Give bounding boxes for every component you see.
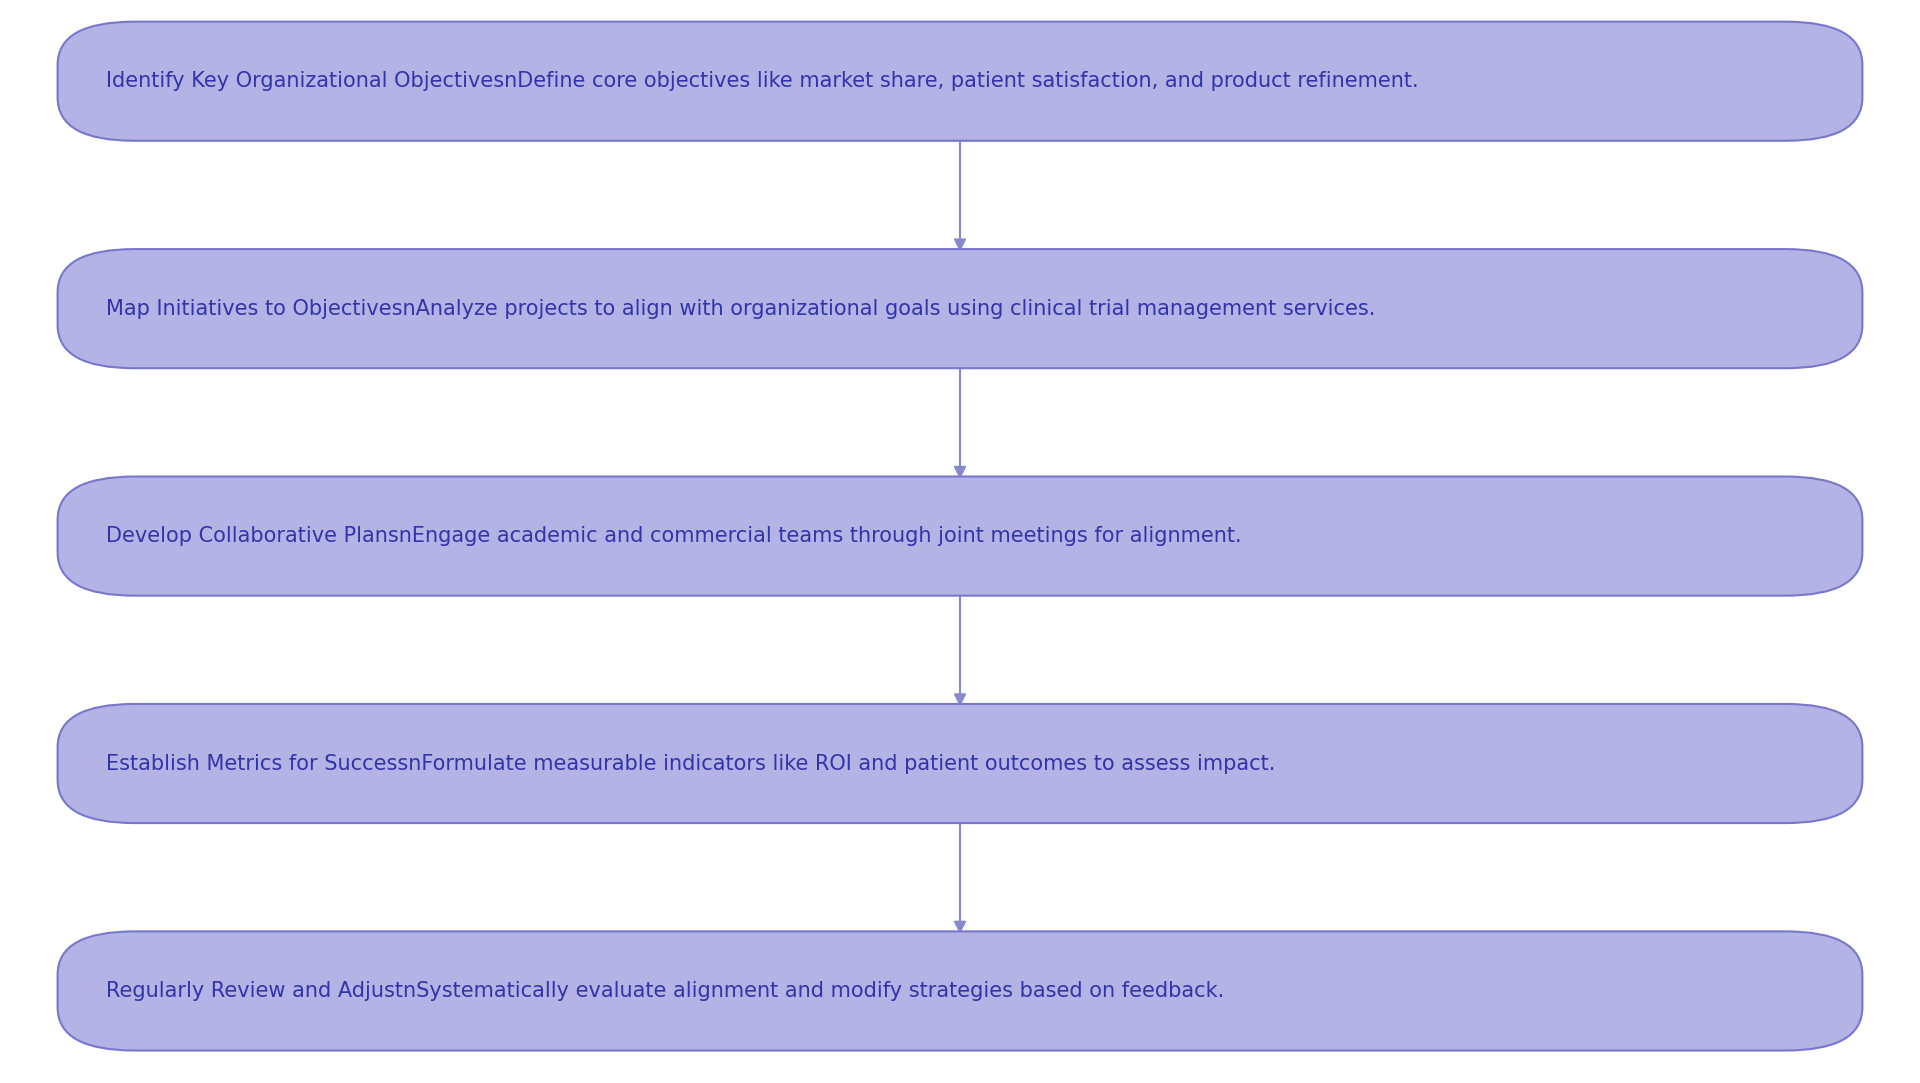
Text: Develop Collaborative PlansnEngage academic and commercial teams through joint m: Develop Collaborative PlansnEngage acade…: [106, 526, 1240, 546]
Text: Establish Metrics for SuccessnFormulate measurable indicators like ROI and patie: Establish Metrics for SuccessnFormulate …: [106, 754, 1275, 773]
Text: Regularly Review and AdjustnSystematically evaluate alignment and modify strateg: Regularly Review and AdjustnSystematical…: [106, 981, 1223, 1001]
Text: Map Initiatives to ObjectivesnAnalyze projects to align with organizational goal: Map Initiatives to ObjectivesnAnalyze pr…: [106, 299, 1375, 318]
Text: Identify Key Organizational ObjectivesnDefine core objectives like market share,: Identify Key Organizational ObjectivesnD…: [106, 71, 1419, 91]
FancyBboxPatch shape: [58, 22, 1862, 141]
FancyBboxPatch shape: [58, 704, 1862, 823]
FancyBboxPatch shape: [58, 477, 1862, 596]
FancyBboxPatch shape: [58, 249, 1862, 368]
FancyBboxPatch shape: [58, 931, 1862, 1051]
